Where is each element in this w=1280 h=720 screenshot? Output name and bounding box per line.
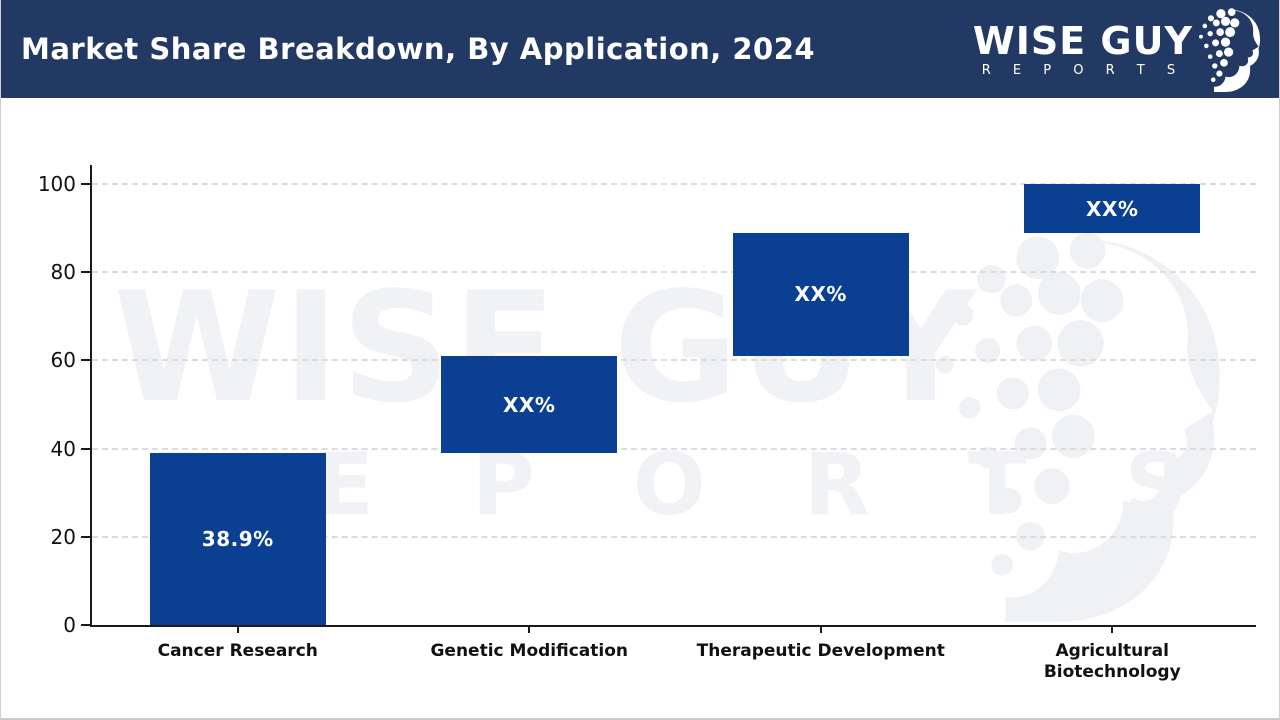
x-category-label: Genetic Modification <box>430 641 629 661</box>
gridline <box>92 271 1256 274</box>
y-tick <box>81 271 90 274</box>
y-tick-label: 0 <box>63 613 76 637</box>
bar-value-label: 38.9% <box>201 527 274 552</box>
x-tick <box>528 625 531 633</box>
bar-value-label: XX% <box>503 392 556 417</box>
x-category-label: Agricultural Biotechnology <box>1043 641 1181 683</box>
y-tick-label: 20 <box>50 524 76 549</box>
y-tick-label: 100 <box>37 172 76 197</box>
y-tick <box>81 183 90 186</box>
y-tick-label: 40 <box>50 436 76 461</box>
wise-guy-reports-logo: WISE GUY R E P O R T S <box>973 6 1267 92</box>
gridline <box>92 359 1256 362</box>
logo-wordmark: WISE GUY <box>972 18 1193 63</box>
gridline <box>92 183 1256 186</box>
y-tick <box>81 535 90 538</box>
x-tick <box>236 625 239 633</box>
y-tick <box>81 359 90 362</box>
bar-2: XX% <box>441 355 618 454</box>
bar-value-label: XX% <box>1086 196 1139 221</box>
x-category-label: Therapeutic Development <box>696 641 945 661</box>
y-tick <box>81 624 90 626</box>
head-profile-icon <box>1199 8 1261 92</box>
y-tick-label: 60 <box>50 348 76 373</box>
plot-area: 0 20 40 60 80 100 38.9% Cancer Research XX% Genet… <box>38 165 1256 682</box>
y-tick-label: 80 <box>50 260 76 285</box>
x-tick <box>1111 625 1114 633</box>
bar-1: 38.9% <box>149 453 326 625</box>
y-tick <box>81 447 90 450</box>
logo-subtitle: R E P O R T S <box>981 62 1185 78</box>
x-category-label: Cancer Research <box>157 641 318 661</box>
bar-4: XX% <box>1024 184 1201 233</box>
page-title: Market Share Breakdown, By Application, … <box>21 32 816 66</box>
gridline <box>92 447 1256 450</box>
header-bar: Market Share Breakdown, By Application, … <box>1 0 1279 98</box>
bar-value-label: XX% <box>794 282 847 307</box>
x-tick <box>819 625 822 633</box>
bar-3: XX% <box>732 232 909 356</box>
gridline <box>92 535 1256 538</box>
